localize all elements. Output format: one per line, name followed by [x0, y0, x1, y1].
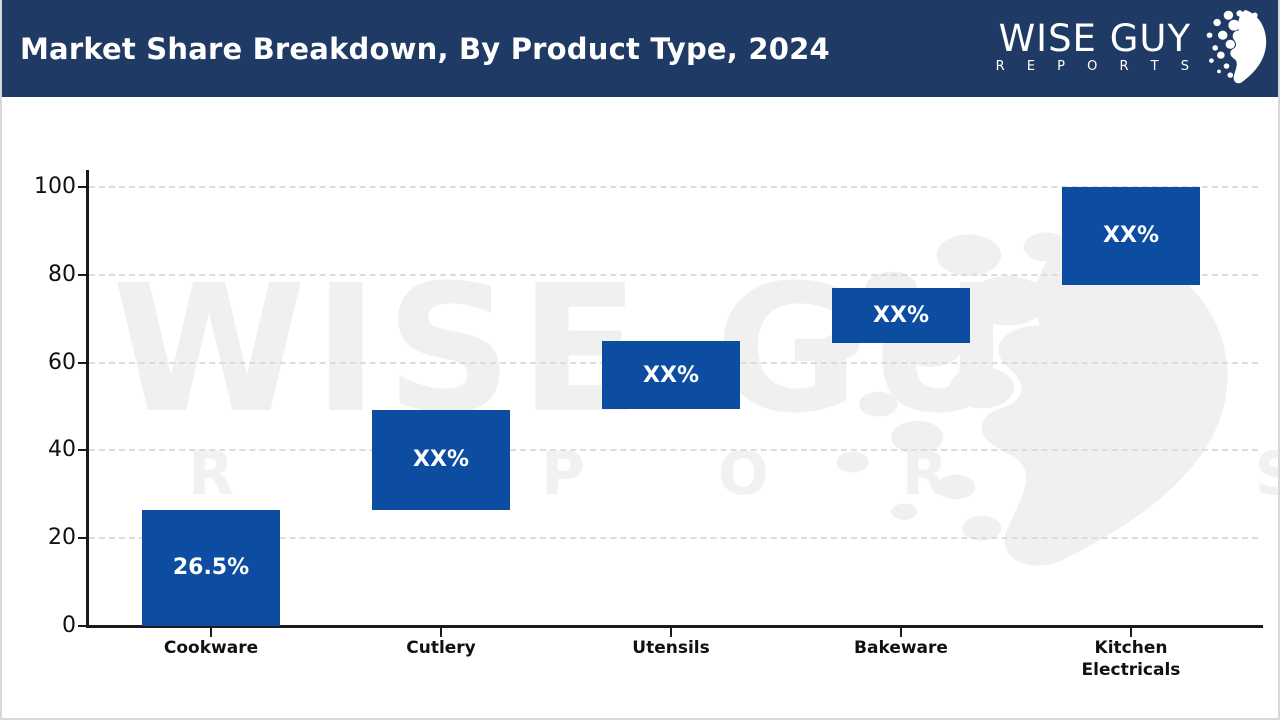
y-axis-label-100: 100 [34, 174, 76, 199]
logo-head-icon [1206, 9, 1267, 84]
bar-utensils: XX% [602, 341, 740, 410]
y-axis-line [86, 170, 89, 628]
header-bar: Market Share Breakdown, By Product Type,… [0, 0, 1280, 97]
y-axis-tick-20 [78, 537, 86, 540]
bar-value-label-kitchen-electricals: XX% [1103, 223, 1159, 249]
y-axis-tick-100 [78, 186, 86, 188]
y-axis-tick-40 [78, 449, 86, 452]
y-axis-label-0: 0 [62, 613, 76, 638]
logo-subtitle: R E P O R T S [995, 59, 1198, 75]
y-axis-label-80: 80 [48, 261, 76, 287]
bar-bakeware: XX% [832, 287, 970, 343]
bar-value-label-utensils: XX% [643, 362, 699, 388]
x-axis-line [86, 625, 1263, 628]
figure-border-left [0, 0, 2, 720]
x-axis-tick-cutlery [440, 628, 442, 637]
bar-value-label-bakeware: XX% [873, 302, 929, 328]
x-axis-label-cookware: Cookware [163, 638, 259, 658]
logo-wordmark: WISE GUY [998, 16, 1192, 60]
watermark-head-icon [820, 230, 1228, 566]
bar-value-label-cutlery: XX% [413, 447, 469, 473]
gridline-80 [89, 273, 1258, 276]
wise-guy-logo: WISE GUY R E P O R T S [992, 8, 1268, 86]
page-title: Market Share Breakdown, By Product Type,… [20, 31, 830, 66]
figure-border-bottom [0, 718, 1280, 720]
gridline-100 [89, 186, 1258, 188]
y-axis-tick-80 [78, 273, 86, 276]
bar-value-label-cookware: 26.5% [172, 555, 250, 581]
y-axis-tick-60 [78, 361, 86, 364]
x-axis-tick-cookware [210, 628, 212, 637]
x-axis-label-kitchen-electricals: Kitchen Electricals [1081, 638, 1181, 681]
x-axis-label-utensils: Utensils [632, 638, 710, 658]
x-axis-label-cutlery: Cutlery [406, 638, 476, 658]
bar-kitchen-electricals: XX% [1062, 187, 1200, 285]
figure-border-right [1278, 0, 1280, 720]
x-axis-tick-utensils [670, 628, 672, 637]
logo-text: WISE GUY R E P O R T S [992, 16, 1198, 75]
bar-cutlery: XX% [372, 410, 510, 510]
y-axis-tick-0 [78, 625, 86, 627]
x-axis-tick-bakeware [900, 628, 902, 637]
gridline-20 [89, 537, 1258, 540]
bar-cookware: 26.5% [142, 509, 280, 626]
y-axis-label-40: 40 [48, 437, 76, 463]
x-axis-tick-kitchen-electricals [1130, 628, 1132, 637]
x-axis-label-bakeware: Bakeware [854, 638, 948, 658]
gridline-40 [89, 449, 1258, 452]
y-axis-label-20: 20 [48, 525, 76, 551]
y-axis-label-60: 60 [48, 349, 76, 375]
